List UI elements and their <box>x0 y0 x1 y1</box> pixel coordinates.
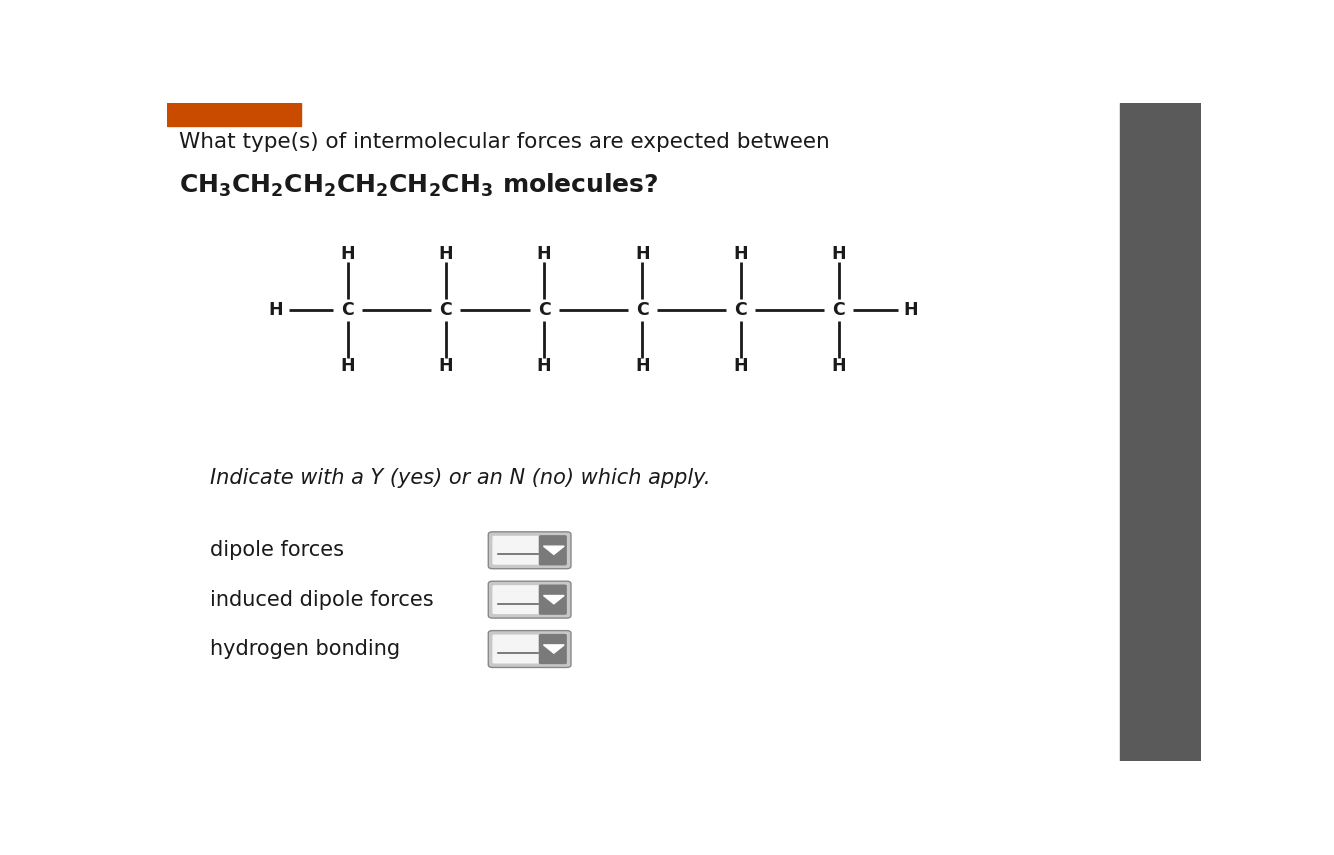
Text: H: H <box>904 301 918 319</box>
Text: H: H <box>734 245 748 263</box>
Polygon shape <box>543 595 564 604</box>
FancyBboxPatch shape <box>488 581 571 618</box>
Text: H: H <box>340 357 355 375</box>
FancyBboxPatch shape <box>539 535 567 565</box>
Text: H: H <box>734 357 748 375</box>
Text: H: H <box>635 245 650 263</box>
Text: hydrogen bonding: hydrogen bonding <box>211 639 400 659</box>
Text: H: H <box>831 245 846 263</box>
Bar <box>167 103 301 126</box>
FancyBboxPatch shape <box>539 585 567 615</box>
Text: What type(s) of intermolecular forces are expected between: What type(s) of intermolecular forces ar… <box>179 133 830 152</box>
Text: C: C <box>832 301 846 319</box>
Text: Indicate with a Y (yes) or an N (no) which apply.: Indicate with a Y (yes) or an N (no) whi… <box>211 468 711 488</box>
Polygon shape <box>543 546 564 554</box>
FancyBboxPatch shape <box>539 634 567 664</box>
Text: C: C <box>439 301 452 319</box>
Text: H: H <box>439 245 454 263</box>
FancyBboxPatch shape <box>488 532 571 569</box>
Text: C: C <box>636 301 648 319</box>
FancyBboxPatch shape <box>492 536 543 565</box>
Text: C: C <box>538 301 551 319</box>
Text: H: H <box>340 245 355 263</box>
Text: H: H <box>439 357 454 375</box>
Text: induced dipole forces: induced dipole forces <box>211 590 434 610</box>
Text: H: H <box>536 357 551 375</box>
Text: $\mathbf{CH_3CH_2CH_2CH_2CH_2CH_3}$ molecules?: $\mathbf{CH_3CH_2CH_2CH_2CH_2CH_3}$ mole… <box>179 172 659 199</box>
Text: dipole forces: dipole forces <box>211 540 344 560</box>
FancyBboxPatch shape <box>492 585 543 614</box>
Text: C: C <box>734 301 747 319</box>
Text: H: H <box>635 357 650 375</box>
Text: H: H <box>268 301 283 319</box>
Text: H: H <box>536 245 551 263</box>
Text: C: C <box>342 301 354 319</box>
FancyBboxPatch shape <box>492 634 543 663</box>
Polygon shape <box>543 645 564 653</box>
FancyBboxPatch shape <box>488 631 571 668</box>
Text: H: H <box>831 357 846 375</box>
Bar <box>1121 103 1201 761</box>
